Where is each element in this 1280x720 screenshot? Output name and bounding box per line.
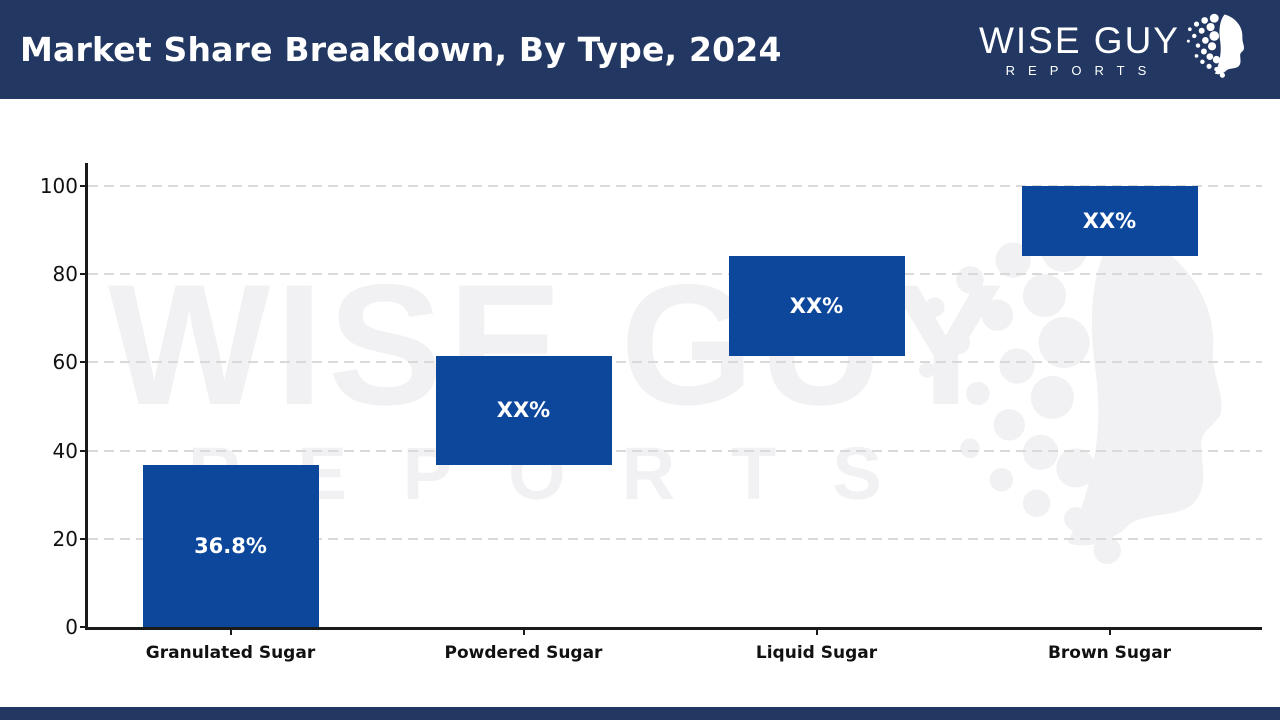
gridline-40 — [88, 449, 1262, 452]
y-tick-label-100: 100 — [39, 174, 78, 198]
plot: 0 20 40 60 80 100 36.8% Granulated Sugar XX% Powd… — [0, 99, 1280, 707]
bar-granulated-sugar: 36.8% — [142, 464, 319, 627]
x-tick-label-2: Liquid Sugar — [755, 643, 878, 663]
y-tick-label-20: 20 — [52, 526, 78, 551]
x-tick-3 — [1108, 627, 1111, 635]
logo-wordmark: WISE GUY REPORTS — [979, 22, 1180, 77]
bar-brown-sugar: XX% — [1021, 186, 1198, 256]
gridline-60 — [88, 361, 1262, 364]
wise-guy-logo: WISE GUY REPORTS — [979, 11, 1252, 89]
x-tick-2 — [815, 627, 818, 635]
x-tick-1 — [522, 627, 525, 635]
bar-liquid-sugar: XX% — [728, 255, 905, 356]
bar-value-label: XX% — [1082, 208, 1137, 233]
x-axis-spine — [85, 627, 1262, 630]
gridline-20 — [88, 537, 1262, 540]
watermark-head-icon — [919, 224, 1222, 564]
bar-value-label: 36.8% — [194, 533, 267, 558]
y-tick-60 — [80, 361, 88, 364]
y-tick-20 — [80, 537, 88, 540]
x-tick-0 — [229, 627, 232, 635]
y-tick-0 — [80, 626, 88, 628]
header-bar: Market Share Breakdown, By Type, 2024 WI… — [0, 0, 1280, 99]
y-tick-40 — [80, 449, 88, 452]
logo-wordmark-line1: WISE GUY — [978, 20, 1180, 61]
logo-head-icon — [1186, 13, 1244, 78]
logo-wordmark-line2: REPORTS — [1005, 63, 1160, 78]
y-tick-80 — [80, 273, 88, 276]
gridline-80 — [88, 273, 1262, 276]
bar-value-label: XX% — [496, 398, 551, 423]
y-tick-label-0: 0 — [65, 615, 78, 639]
y-tick-label-60: 60 — [52, 350, 78, 375]
y-tick-label-40: 40 — [52, 438, 78, 463]
x-tick-label-0: Granulated Sugar — [145, 643, 316, 663]
footer-bar — [0, 707, 1280, 720]
x-tick-label-1: Powdered Sugar — [444, 643, 603, 663]
y-tick-100 — [80, 185, 88, 187]
page-title: Market Share Breakdown, By Type, 2024 — [20, 30, 782, 69]
gridline-100 — [88, 185, 1262, 187]
bar-value-label: XX% — [789, 293, 844, 318]
chart-area: WISE GUY REPORTS 0 20 40 60 80 100 36. — [0, 99, 1280, 707]
x-tick-label-3: Brown Sugar — [1047, 643, 1172, 663]
bar-powdered-sugar: XX% — [435, 355, 612, 465]
y-axis-spine — [85, 163, 88, 630]
y-tick-label-80: 80 — [52, 262, 78, 287]
